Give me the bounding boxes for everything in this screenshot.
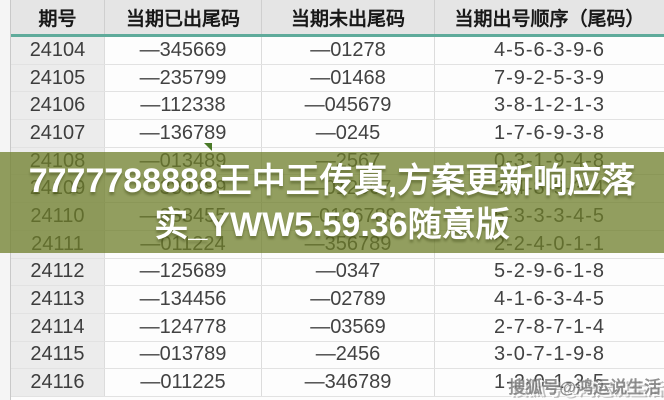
cell-notdrawn-tails: —0347 (262, 258, 435, 286)
table-row: 24114 —124778 —03569 2-7-8-7-1-4 (11, 313, 664, 342)
table-row: 24105 —235799 —01468 7-9-2-5-3-9 (11, 64, 664, 93)
cell-drawn-tails: —013789 (105, 341, 262, 369)
cell-period: 24112 (11, 258, 105, 286)
cell-drawn-tails: —345669 (105, 37, 262, 64)
column-header-notdrawn-tails: 当期未出尾码 (262, 0, 435, 34)
cell-draw-order: 4-5-6-3-9-6 (493, 38, 606, 61)
column-header-period: 期号 (11, 0, 105, 34)
promo-overlay-text-line1: 7777788888王中王传真,方案更新响应落 (28, 161, 636, 200)
cell-drawn-tails: —134456 (105, 286, 262, 313)
cell-period: 24104 (11, 37, 105, 64)
table-row: 24106 —112338 —045679 3-8-1-2-1-3 (11, 92, 664, 121)
cell-period: 24113 (11, 286, 105, 313)
cell-draw-order: 3-8-1-2-1-3 (493, 94, 606, 117)
table-row: 24113 —134456 —02789 4-1-6-3-4-5 (11, 286, 664, 314)
cell-period: 24114 (11, 313, 105, 341)
table-row: 24116 —011225 —346789 1-2-0-1-2-5 (11, 369, 664, 397)
cell-period: 24107 (11, 120, 105, 147)
cell-drawn-tails: —011225 (105, 369, 262, 396)
cell-draw-order: 2-7-8-7-1-4 (493, 315, 606, 338)
cell-notdrawn-tails: —02789 (262, 286, 435, 313)
table-header-row: 期号 当期已出尾码 当期未出尾码 当期出号顺序（尾码） (11, 0, 664, 37)
cell-drawn-tails: —125689 (105, 258, 262, 286)
cell-drawn-tails: —124778 (105, 313, 262, 341)
partial-row (11, 397, 664, 400)
cell-draw-order: 3-0-7-1-9-8 (493, 343, 606, 366)
cell-notdrawn-tails: —346789 (262, 369, 435, 396)
promo-overlay-banner: 7777788888王中王传真,方案更新响应落 实_YWW5.59.36随意版 (0, 152, 664, 253)
cell-notdrawn-tails: —2456 (262, 341, 435, 369)
cell-draw-order: 7-9-2-5-3-9 (493, 66, 606, 89)
watermark-text: 搜狐号@鸿运说生活 (508, 378, 661, 397)
table-row: 24107 —136789 —0245 1-7-6-9-3-8 (11, 120, 664, 148)
cell-period: 24116 (11, 369, 105, 396)
cell-notdrawn-tails: —0245 (262, 120, 435, 147)
cell-notdrawn-tails: —03569 (262, 313, 435, 341)
cell-period: 24115 (11, 341, 105, 369)
promo-overlay-text-line2: 实_YWW5.59.36随意版 (154, 205, 510, 244)
cell-period: 24106 (11, 92, 105, 120)
cell-drawn-tails: —136789 (105, 120, 262, 147)
cell-draw-order: 1-2-0-1-2-5 (493, 371, 606, 394)
column-header-draw-order: 当期出号顺序（尾码） (454, 8, 645, 30)
cell-drawn-tails: —112338 (105, 92, 262, 120)
table-row: 24112 —125689 —0347 5-2-9-6-1-8 (11, 258, 664, 287)
table-row: 24115 —013789 —2456 3-0-7-1-9-8 (11, 341, 664, 370)
cell-notdrawn-tails: —01278 (262, 37, 435, 64)
cell-notdrawn-tails: —01468 (262, 64, 435, 92)
cell-draw-order: 4-1-6-3-4-5 (493, 288, 606, 311)
cell-draw-order: 1-7-6-9-3-8 (493, 121, 606, 144)
cell-notdrawn-tails: —045679 (262, 92, 435, 120)
table-row: 24104 —345669 —01278 4-5-6-3-9-6 (11, 37, 664, 65)
cell-period: 24105 (11, 64, 105, 92)
cell-note-triangle-icon (204, 143, 212, 151)
column-header-drawn-tails: 当期已出尾码 (105, 0, 262, 34)
cell-draw-order: 5-2-9-6-1-8 (493, 260, 606, 283)
cell-drawn-tails: —235799 (105, 64, 262, 92)
